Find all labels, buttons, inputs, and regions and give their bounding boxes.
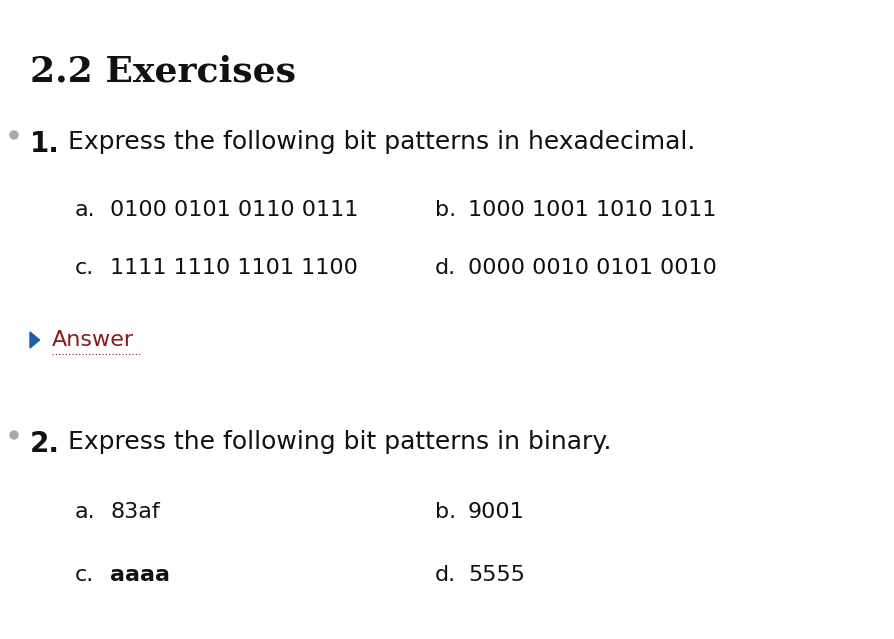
Text: 9001: 9001 xyxy=(468,502,525,522)
Text: aaaa: aaaa xyxy=(110,565,170,585)
Text: b.: b. xyxy=(435,200,456,220)
Text: d.: d. xyxy=(435,258,456,278)
Circle shape xyxy=(10,131,18,139)
Text: a.: a. xyxy=(75,502,96,522)
Text: Express the following bit patterns in binary.: Express the following bit patterns in bi… xyxy=(68,430,611,454)
Text: 5555: 5555 xyxy=(468,565,525,585)
Polygon shape xyxy=(30,332,39,348)
Text: Express the following bit patterns in hexadecimal.: Express the following bit patterns in he… xyxy=(68,130,696,154)
Text: a.: a. xyxy=(75,200,96,220)
Text: d.: d. xyxy=(435,565,456,585)
Text: 0100 0101 0110 0111: 0100 0101 0110 0111 xyxy=(110,200,358,220)
Text: 1111 1110 1101 1100: 1111 1110 1101 1100 xyxy=(110,258,358,278)
Text: c.: c. xyxy=(75,258,94,278)
Text: 0000 0010 0101 0010: 0000 0010 0101 0010 xyxy=(468,258,717,278)
Text: 2.2 Exercises: 2.2 Exercises xyxy=(30,55,296,89)
Text: Answer: Answer xyxy=(52,330,134,350)
Text: 1.: 1. xyxy=(30,130,60,158)
Text: 2.: 2. xyxy=(30,430,60,458)
Text: 83af: 83af xyxy=(110,502,160,522)
Text: c.: c. xyxy=(75,565,94,585)
Circle shape xyxy=(10,431,18,439)
Text: 1000 1001 1010 1011: 1000 1001 1010 1011 xyxy=(468,200,716,220)
Text: b.: b. xyxy=(435,502,456,522)
